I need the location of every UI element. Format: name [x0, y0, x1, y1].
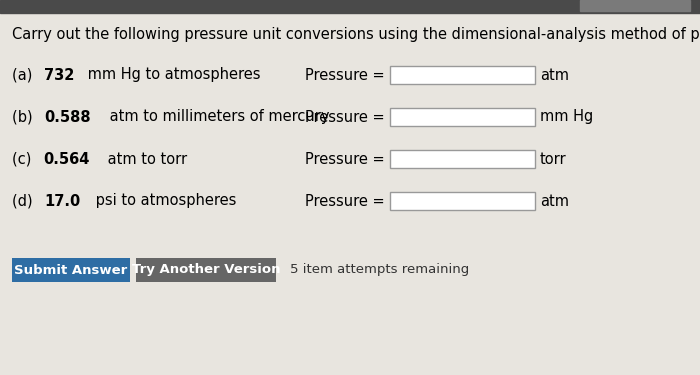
Text: 0.564: 0.564 [43, 152, 90, 166]
Bar [580, 0, 690, 11]
FancyBboxPatch shape [390, 150, 535, 168]
Text: Submit Answer: Submit Answer [15, 264, 127, 276]
Text: Pressure =: Pressure = [305, 194, 384, 208]
Text: 17.0: 17.0 [45, 194, 80, 208]
FancyBboxPatch shape [136, 258, 276, 282]
Text: (a): (a) [12, 68, 37, 82]
FancyBboxPatch shape [390, 192, 535, 210]
Text: Pressure =: Pressure = [305, 110, 384, 125]
Text: atm to torr: atm to torr [103, 152, 187, 166]
FancyBboxPatch shape [390, 66, 535, 84]
Text: 0.588: 0.588 [45, 110, 91, 125]
Text: (c): (c) [12, 152, 36, 166]
Text: atm: atm [540, 68, 569, 82]
Text: psi to atmospheres: psi to atmospheres [92, 194, 237, 208]
Text: (d): (d) [12, 194, 37, 208]
Text: (b): (b) [12, 110, 37, 125]
Text: 732: 732 [44, 68, 75, 82]
Text: torr: torr [540, 152, 566, 166]
Text: atm: atm [540, 194, 569, 208]
Text: Carry out the following pressure unit conversions using the dimensional-analysis: Carry out the following pressure unit co… [12, 27, 700, 42]
FancyBboxPatch shape [12, 258, 130, 282]
FancyBboxPatch shape [390, 108, 535, 126]
Text: Pressure =: Pressure = [305, 152, 384, 166]
Text: mm Hg: mm Hg [540, 110, 594, 125]
Text: 5 item attempts remaining: 5 item attempts remaining [290, 264, 469, 276]
Text: mm Hg to atmospheres: mm Hg to atmospheres [83, 68, 261, 82]
Text: Try Another Version: Try Another Version [132, 264, 280, 276]
Text: Pressure =: Pressure = [305, 68, 384, 82]
Text: atm to millimeters of mercury: atm to millimeters of mercury [105, 110, 329, 125]
Bar [0, 0, 700, 13]
